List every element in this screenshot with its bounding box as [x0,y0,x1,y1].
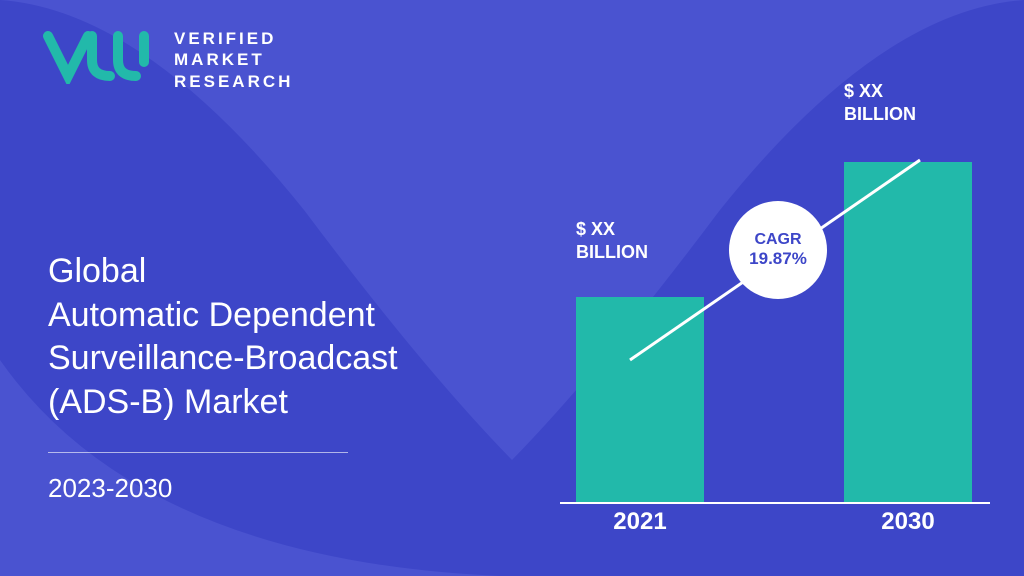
cagr-value: 19.87% [749,249,807,269]
forecast-period: 2023-2030 [48,473,398,504]
title-block: Global Automatic Dependent Surveillance-… [48,250,398,504]
brand-logo: VERIFIED MARKET RESEARCH [40,28,293,92]
logo-text-line: RESEARCH [174,71,293,92]
bar-chart: $ XX BILLION 2021 $ XX BILLION 2030 CAGR… [560,40,990,530]
title-line: Automatic Dependent [48,294,398,338]
logo-text: VERIFIED MARKET RESEARCH [174,28,293,92]
logo-text-line: VERIFIED [174,28,293,49]
title-line: Surveillance-Broadcast [48,337,398,381]
logo-mark-icon [40,28,160,84]
title-divider [48,452,348,453]
logo-text-line: MARKET [174,49,293,70]
cagr-label: CAGR [754,231,801,249]
cagr-badge: CAGR 19.87% [729,201,827,299]
title-line: (ADS-B) Market [48,381,398,425]
title-line: Global [48,250,398,294]
